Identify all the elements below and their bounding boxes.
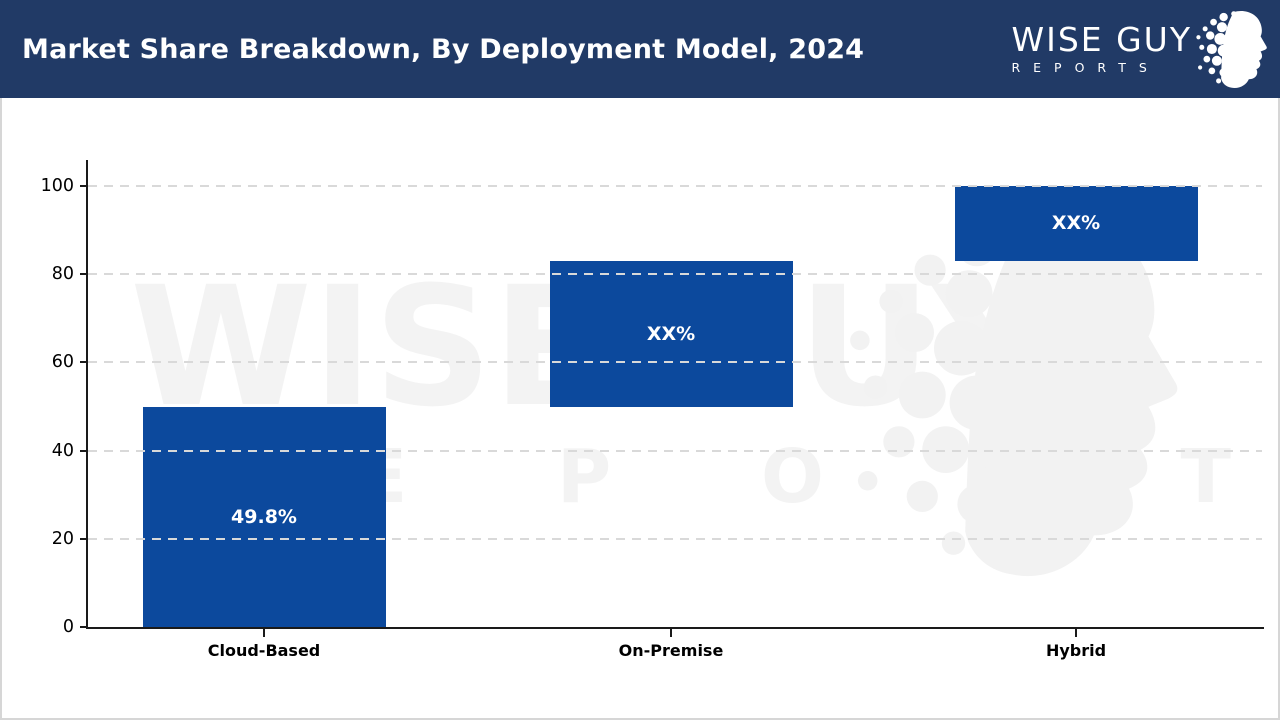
- dotted-head-icon: [1196, 11, 1267, 89]
- logo-subtitle: REPORTS: [1011, 60, 1160, 75]
- bar-on-premise: [549, 260, 793, 408]
- y-tick-label: 80: [51, 264, 74, 285]
- logo-wordmark: WISE GUY: [1011, 20, 1192, 59]
- y-tick-mark: [80, 537, 88, 540]
- y-tick-mark: [80, 185, 88, 187]
- x-category-label: On-Premise: [618, 641, 724, 660]
- y-gridline: [88, 537, 1262, 540]
- x-category-label: Hybrid: [1045, 641, 1107, 660]
- y-tick-label: 40: [51, 440, 74, 461]
- y-tick-mark: [80, 626, 88, 628]
- bar-cloud-based: [142, 407, 386, 627]
- y-tick-label: 0: [62, 617, 74, 637]
- y-gridline: [88, 273, 1262, 276]
- bar-value-label: XX%: [1051, 212, 1101, 235]
- y-axis-line: [86, 160, 88, 629]
- y-tick-label: 20: [51, 528, 74, 549]
- y-gridline: [88, 361, 1262, 364]
- y-tick-mark: [80, 361, 88, 364]
- y-tick-label: 60: [51, 352, 74, 373]
- y-gridline: [88, 185, 1262, 187]
- bar-hybrid: [954, 186, 1198, 261]
- x-axis-line: [86, 627, 1264, 629]
- y-tick-label: 100: [40, 176, 74, 196]
- x-tick-mark: [1075, 629, 1077, 637]
- logo-text: WISE GUY REPORTS: [1011, 23, 1192, 75]
- bar-value-label: XX%: [646, 323, 696, 346]
- y-gridline: [88, 449, 1262, 452]
- x-category-label: Cloud-Based: [207, 641, 321, 660]
- y-tick-mark: [80, 449, 88, 452]
- x-tick-mark: [263, 629, 265, 637]
- x-tick-mark: [670, 629, 672, 637]
- y-tick-mark: [80, 273, 88, 276]
- page-title: Market Share Breakdown, By Deployment Mo…: [22, 33, 865, 65]
- figure-header: Market Share Breakdown, By Deployment Mo…: [0, 0, 1280, 98]
- wise-guy-reports-logo: WISE GUY REPORTS: [1011, 7, 1270, 91]
- bar-value-label: 49.8%: [231, 506, 297, 529]
